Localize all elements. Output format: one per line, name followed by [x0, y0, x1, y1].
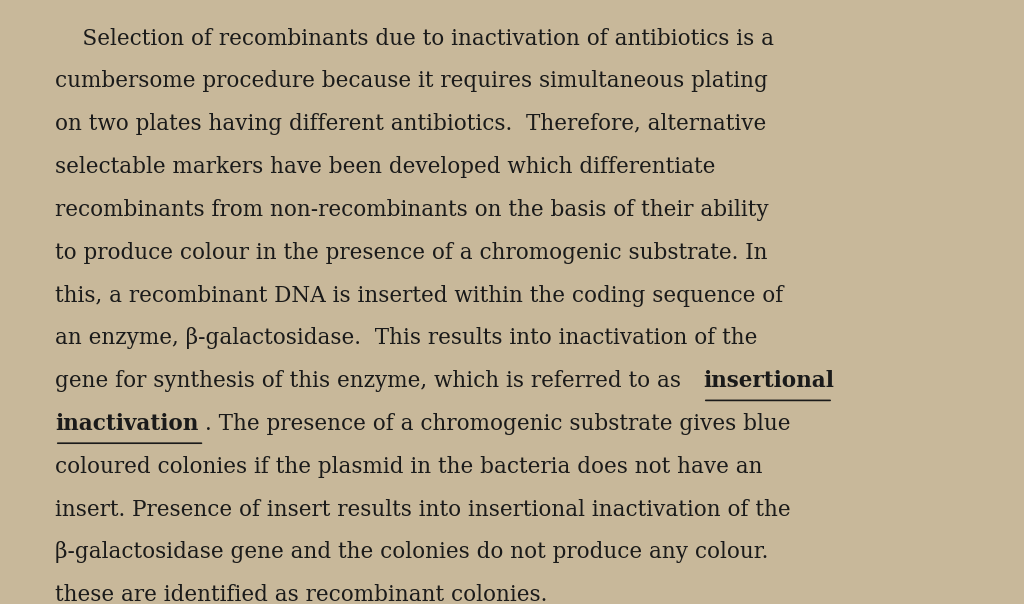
Text: cumbersome procedure because it requires simultaneous plating: cumbersome procedure because it requires… [55, 71, 768, 92]
Text: Selection of recombinants due to inactivation of antibiotics is a: Selection of recombinants due to inactiv… [55, 28, 774, 50]
Text: insertional: insertional [702, 370, 834, 392]
Text: inactivation: inactivation [55, 413, 199, 435]
Text: . The presence of a chromogenic substrate gives blue: . The presence of a chromogenic substrat… [205, 413, 791, 435]
Text: coloured colonies if the plasmid in the bacteria does not have an: coloured colonies if the plasmid in the … [55, 456, 763, 478]
Text: recombinants from non-recombinants on the basis of their ability: recombinants from non-recombinants on th… [55, 199, 769, 221]
Text: on two plates having different antibiotics.  Therefore, alternative: on two plates having different antibioti… [55, 114, 766, 135]
Text: gene for synthesis of this enzyme, which is referred to as: gene for synthesis of this enzyme, which… [55, 370, 688, 392]
Text: to produce colour in the presence of a chromogenic substrate. In: to produce colour in the presence of a c… [55, 242, 767, 264]
Text: insert. Presence of insert results into insertional inactivation of the: insert. Presence of insert results into … [55, 498, 791, 521]
Text: this, a recombinant DNA is inserted within the coding sequence of: this, a recombinant DNA is inserted with… [55, 284, 783, 306]
Text: β-galactosidase gene and the colonies do not produce any colour.: β-galactosidase gene and the colonies do… [55, 541, 768, 564]
Text: selectable markers have been developed which differentiate: selectable markers have been developed w… [55, 156, 716, 178]
Text: gene for synthesis of this enzyme, which is referred to as: gene for synthesis of this enzyme, which… [55, 370, 688, 392]
Text: an enzyme, β-galactosidase.  This results into inactivation of the: an enzyme, β-galactosidase. This results… [55, 327, 758, 349]
Text: these are identified as recombinant colonies.: these are identified as recombinant colo… [55, 584, 547, 604]
